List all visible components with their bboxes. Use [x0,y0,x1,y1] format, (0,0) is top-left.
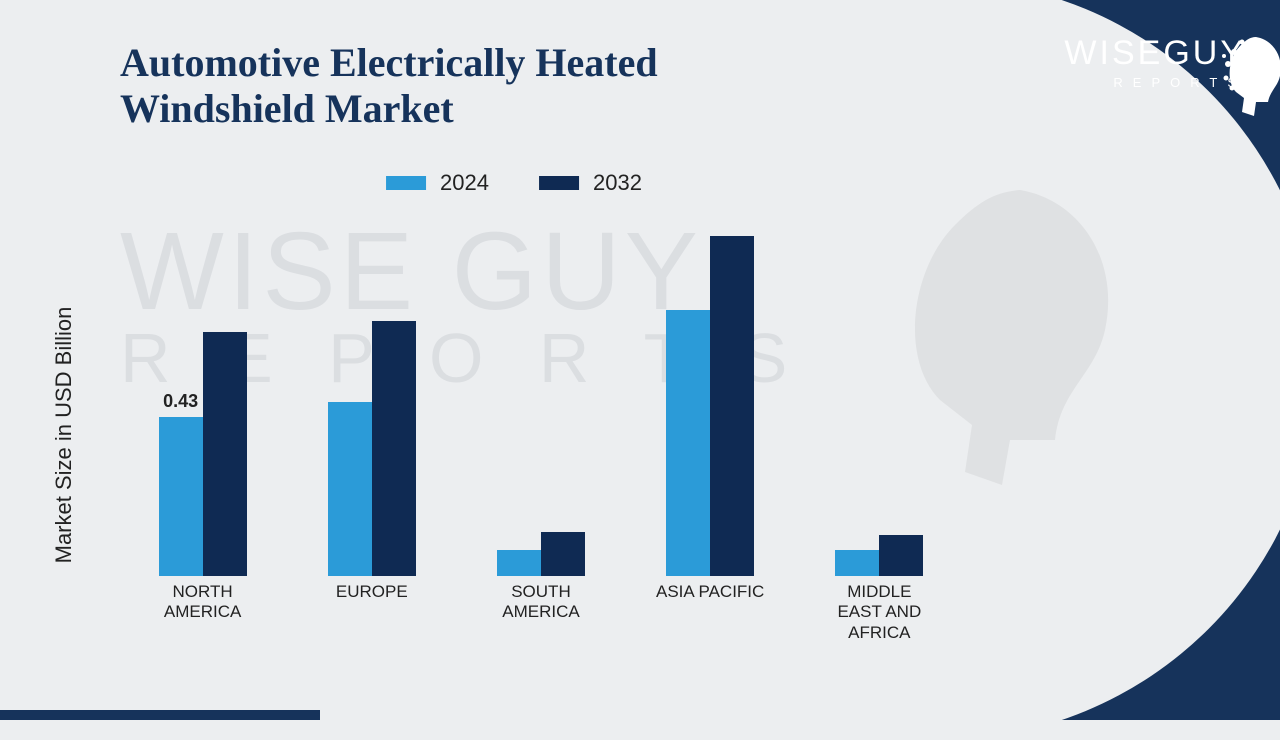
x-axis-label: SOUTH AMERICA [486,582,596,643]
y-axis-label: Market Size in USD Billion [51,307,77,564]
bar-2024: 0.43 [159,417,203,576]
chart-area: Market Size in USD Billion 2024 2032 0.4… [64,170,964,700]
brand-head-icon [1216,32,1280,122]
legend-swatch [539,176,579,190]
bar-group [655,236,765,576]
x-axis-label: NORTH AMERICA [148,582,258,643]
x-axis-labels: NORTH AMERICA EUROPE SOUTH AMERICA ASIA PAC… [118,582,964,643]
bar-group [317,321,427,576]
chart-title: Automotive Electrically Heated Windshiel… [120,40,760,132]
bar-2032 [203,332,247,576]
bar-2032 [879,535,923,576]
legend: 2024 2032 [386,170,642,196]
bottom-strip [0,710,320,720]
legend-item-2032: 2032 [539,170,642,196]
bar-group [486,532,596,576]
legend-item-2024: 2024 [386,170,489,196]
bar-group [824,535,934,576]
bar-2032 [710,236,754,576]
bar-2024 [666,310,710,576]
legend-label: 2032 [593,170,642,196]
bar-2024 [497,550,541,576]
bar-2024 [328,402,372,576]
bar-2032 [372,321,416,576]
x-axis-label: MIDDLE EAST AND AFRICA [824,582,934,643]
x-axis-label: ASIA PACIFIC [655,582,765,643]
plot-area: 0.43 [118,206,964,576]
bar-2032 [541,532,585,576]
bar-group: 0.43 [148,332,258,576]
bar-2024 [835,550,879,576]
legend-swatch [386,176,426,190]
legend-label: 2024 [440,170,489,196]
x-axis-label: EUROPE [317,582,427,643]
bar-value-label: 0.43 [163,391,198,412]
